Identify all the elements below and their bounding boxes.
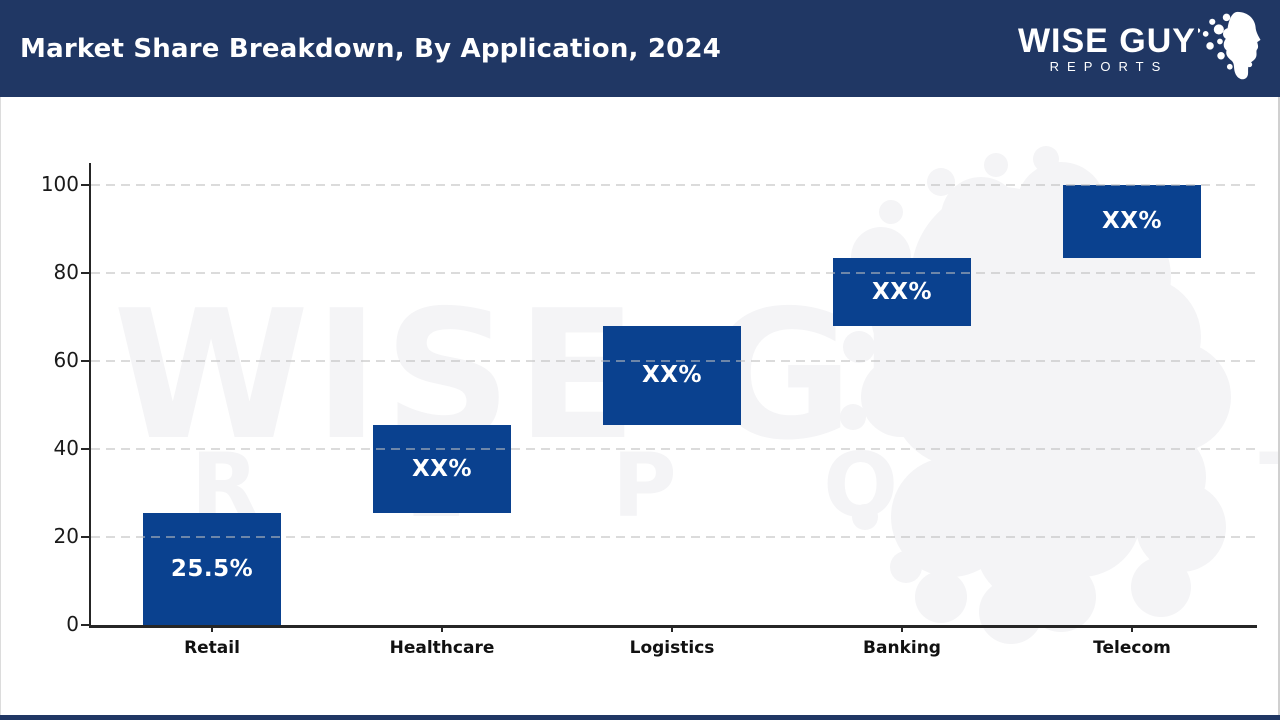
y-axis-tick-mark [81, 624, 89, 626]
bar-value-label: XX% [641, 362, 702, 389]
header-bar: Market Share Breakdown, By Application, … [0, 0, 1280, 97]
brand-name: WISE GUY [1017, 21, 1196, 60]
brand-logo: WISE GUY REPORTS [1018, 10, 1266, 88]
x-axis-tick-mark [671, 625, 673, 632]
y-axis-tick-mark [81, 536, 89, 538]
x-axis-tick-mark [211, 625, 213, 632]
horizontal-gridline [91, 272, 1255, 274]
y-axis-tick-label: 80 [53, 260, 79, 284]
x-axis-tick-mark [441, 625, 443, 632]
y-axis-tick-label: 0 [66, 612, 79, 636]
brand-logo-text: WISE GUY REPORTS [1018, 24, 1196, 74]
bar-logistics: XX% [603, 325, 741, 425]
chart-canvas: WISE GUY R E P O R T S 02040608010025.5%… [0, 97, 1280, 715]
x-axis-tick-mark [901, 625, 903, 632]
y-axis-tick-mark [81, 448, 89, 450]
bar-retail: 25.5% [143, 512, 281, 625]
category-label-telecom: Telecom [1093, 638, 1171, 658]
category-label-healthcare: Healthcare [389, 638, 495, 658]
horizontal-gridline [91, 184, 1255, 186]
y-axis-tick-mark [81, 184, 89, 186]
horizontal-gridline [91, 360, 1255, 362]
y-axis-tick-mark [81, 360, 89, 362]
bar-value-label: XX% [411, 455, 472, 482]
category-label-retail: Retail [184, 638, 240, 658]
bar-healthcare: XX% [373, 424, 511, 513]
x-axis-tick-mark [1131, 625, 1133, 632]
horizontal-gridline [91, 536, 1255, 538]
chart-title: Market Share Breakdown, By Application, … [20, 33, 722, 64]
bar-value-label: XX% [871, 278, 932, 305]
y-axis-tick-label: 100 [40, 172, 79, 196]
bar-value-label: XX% [1101, 208, 1162, 235]
watermark-reports-text: R E P O R T S [191, 434, 1278, 537]
bar-banking: XX% [833, 257, 971, 326]
x-axis-spine [89, 625, 1257, 628]
y-axis-tick-label: 40 [53, 436, 79, 460]
y-axis-tick-mark [81, 272, 89, 274]
category-label-logistics: Logistics [629, 638, 715, 658]
brand-subtitle: REPORTS [1049, 58, 1169, 74]
y-axis-tick-label: 20 [53, 524, 79, 548]
y-axis-spine [89, 163, 91, 627]
horizontal-gridline [91, 448, 1255, 450]
dotted-head-profile-icon [1195, 10, 1266, 88]
bar-value-label: 25.5% [170, 555, 254, 582]
footer-bar [0, 715, 1280, 720]
bar-telecom: XX% [1063, 185, 1201, 258]
y-axis-tick-label: 60 [53, 348, 79, 372]
category-label-banking: Banking [863, 638, 941, 658]
